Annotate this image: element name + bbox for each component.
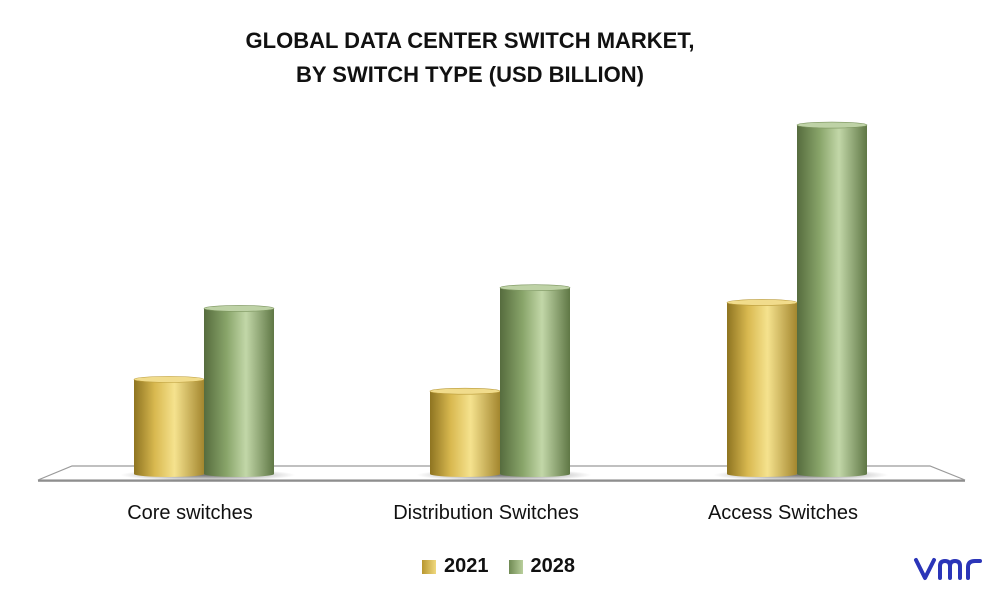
bar-2028-distribution-switches xyxy=(499,284,571,477)
bar-top-cap xyxy=(429,387,501,395)
bar-top-cap xyxy=(726,299,798,306)
bar-2021-core-switches xyxy=(133,376,205,477)
legend-item-2021: 2021 xyxy=(422,555,489,578)
category-label-access-switches: Access Switches xyxy=(708,502,858,524)
bar-body xyxy=(204,308,274,477)
legend-swatch-2028 xyxy=(508,559,523,574)
vmr-logo-icon xyxy=(913,554,991,589)
bar-body xyxy=(500,287,570,477)
bar-body xyxy=(797,125,867,478)
legend-item-2028: 2028 xyxy=(508,555,576,578)
chart-title-line2: BY SWITCH TYPE (USD BILLION) xyxy=(296,62,644,87)
bar-top-cap xyxy=(796,121,868,129)
bar-2028-access-switches xyxy=(796,121,868,478)
bar-body xyxy=(727,302,797,477)
category-labels: Core switches Distribution Switches Access… xyxy=(127,502,858,524)
bar-body xyxy=(430,391,500,477)
legend-label-2028: 2028 xyxy=(530,555,576,577)
bar-2021-access-switches xyxy=(726,299,798,477)
chart-title-line1: GLOBAL DATA CENTER SWITCH MARKET, xyxy=(245,28,695,53)
bar-2028-core-switches xyxy=(203,305,275,477)
chart-title: GLOBAL DATA CENTER SWITCH MARKET, BY SWI… xyxy=(0,24,940,92)
bar-body xyxy=(134,379,204,477)
legend: 2021 2028 xyxy=(422,555,595,578)
bar-top-cap xyxy=(203,305,275,312)
category-label-distribution-switches: Distribution Switches xyxy=(393,502,579,524)
bar-2021-distribution-switches xyxy=(429,387,501,477)
category-label-core-switches: Core switches xyxy=(127,502,253,524)
legend-label-2021: 2021 xyxy=(444,555,489,577)
bars xyxy=(133,121,868,478)
bar-top-cap xyxy=(133,376,205,383)
legend-swatch-2021 xyxy=(422,559,436,574)
bar-top-cap xyxy=(499,284,571,292)
